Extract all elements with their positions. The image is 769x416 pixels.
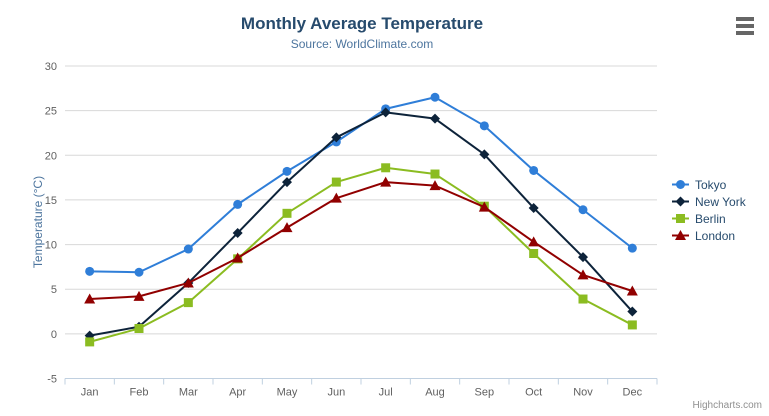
x-axis-label: Jul [379, 387, 393, 399]
diamond-marker[interactable] [430, 113, 440, 124]
triangle-marker[interactable] [330, 192, 342, 203]
circle-marker[interactable] [282, 166, 292, 176]
diamond-marker[interactable] [528, 202, 539, 213]
diamond-marker[interactable] [578, 252, 588, 263]
credits-link[interactable]: Highcharts.com [692, 400, 762, 411]
diamond-marker[interactable] [232, 227, 243, 238]
x-axis-label: Dec [623, 387, 643, 399]
legend-label: Tokyo [695, 177, 727, 192]
legend-label: London [695, 228, 736, 243]
square-legend-marker-icon [672, 214, 689, 223]
square-marker[interactable] [134, 324, 144, 333]
square-marker[interactable] [676, 214, 685, 223]
y-axis-title: Temperature (°C) [31, 175, 45, 269]
hamburger-bar [736, 24, 754, 28]
square-marker[interactable] [183, 298, 193, 308]
y-axis-label: 30 [45, 61, 57, 73]
circle-marker[interactable] [479, 121, 489, 131]
x-axis-label: Aug [425, 387, 445, 399]
y-axis-label: 20 [45, 150, 57, 162]
x-axis-label: Apr [229, 387, 246, 399]
square-marker[interactable] [381, 163, 391, 173]
triangle-marker[interactable] [182, 277, 194, 288]
triangle-marker[interactable] [281, 222, 293, 233]
series-line-tokyo[interactable] [88, 96, 634, 274]
y-axis-label: 0 [51, 329, 57, 341]
chart-subtitle: Source: WorldClimate.com [290, 37, 434, 51]
diamond-marker[interactable] [331, 132, 342, 143]
x-axis-label: Mar [179, 387, 198, 399]
legend-label: New York [695, 194, 746, 209]
y-axis-label: -5 [47, 374, 57, 386]
diamond-marker[interactable] [479, 149, 490, 160]
square-marker[interactable] [331, 177, 341, 187]
x-axis-label: Nov [573, 387, 593, 399]
legend-item-tokyo[interactable]: Tokyo [672, 176, 746, 193]
diamond-marker[interactable] [380, 107, 391, 118]
triangle-legend-marker-icon [672, 230, 689, 240]
hamburger-bar [736, 17, 754, 21]
x-axis-label: Feb [130, 387, 149, 399]
circle-marker[interactable] [578, 205, 588, 215]
x-axis-label: Jun [327, 387, 345, 399]
y-axis-label: 25 [45, 106, 57, 118]
triangle-marker[interactable] [429, 180, 441, 191]
triangle-marker[interactable] [133, 290, 145, 301]
circle-marker[interactable] [627, 243, 637, 253]
triangle-marker[interactable] [577, 269, 589, 280]
circle-marker[interactable] [529, 165, 539, 175]
diamond-marker[interactable] [675, 196, 686, 207]
triangle-marker[interactable] [380, 176, 392, 187]
square-marker[interactable] [85, 337, 95, 347]
diamond-legend-marker-icon [672, 196, 689, 207]
x-axis-label: Oct [525, 387, 542, 399]
triangle-marker[interactable] [675, 230, 686, 240]
x-axis-label: Jan [81, 387, 99, 399]
circle-marker[interactable] [134, 267, 144, 277]
chart-title: Monthly Average Temperature [240, 14, 484, 33]
triangle-marker[interactable] [528, 236, 540, 247]
circle-marker[interactable] [183, 244, 193, 254]
legend-label: Berlin [695, 211, 726, 226]
legend: Tokyo New York Berlin London [672, 176, 746, 244]
x-axis-label: May [277, 387, 298, 399]
x-axis-label: Sep [475, 387, 495, 399]
circle-marker[interactable] [430, 92, 440, 102]
triangle-marker[interactable] [232, 252, 244, 263]
hamburger-menu-icon[interactable] [736, 17, 754, 35]
y-axis-label: 5 [51, 284, 57, 296]
square-marker[interactable] [627, 320, 637, 330]
square-marker[interactable] [282, 208, 292, 218]
diamond-marker[interactable] [627, 306, 638, 317]
legend-item-london[interactable]: London [672, 227, 746, 244]
triangle-marker[interactable] [626, 285, 638, 296]
triangle-marker[interactable] [478, 201, 490, 212]
square-marker[interactable] [578, 294, 588, 304]
series-line-london[interactable] [88, 181, 634, 301]
square-marker[interactable] [430, 169, 440, 179]
y-axis-label: 10 [45, 240, 57, 252]
circle-legend-marker-icon [672, 180, 689, 189]
triangle-marker[interactable] [84, 293, 96, 304]
square-marker[interactable] [529, 249, 539, 258]
diamond-marker[interactable] [282, 177, 292, 188]
circle-marker[interactable] [85, 266, 95, 276]
legend-item-new-york[interactable]: New York [672, 193, 746, 210]
y-axis-label: 15 [45, 195, 57, 207]
series-line-new-york[interactable] [88, 111, 634, 337]
legend-item-berlin[interactable]: Berlin [672, 210, 746, 227]
circle-marker[interactable] [676, 180, 685, 189]
hamburger-bar [736, 31, 754, 35]
series-line-berlin[interactable] [88, 166, 634, 343]
circle-marker[interactable] [233, 199, 243, 209]
